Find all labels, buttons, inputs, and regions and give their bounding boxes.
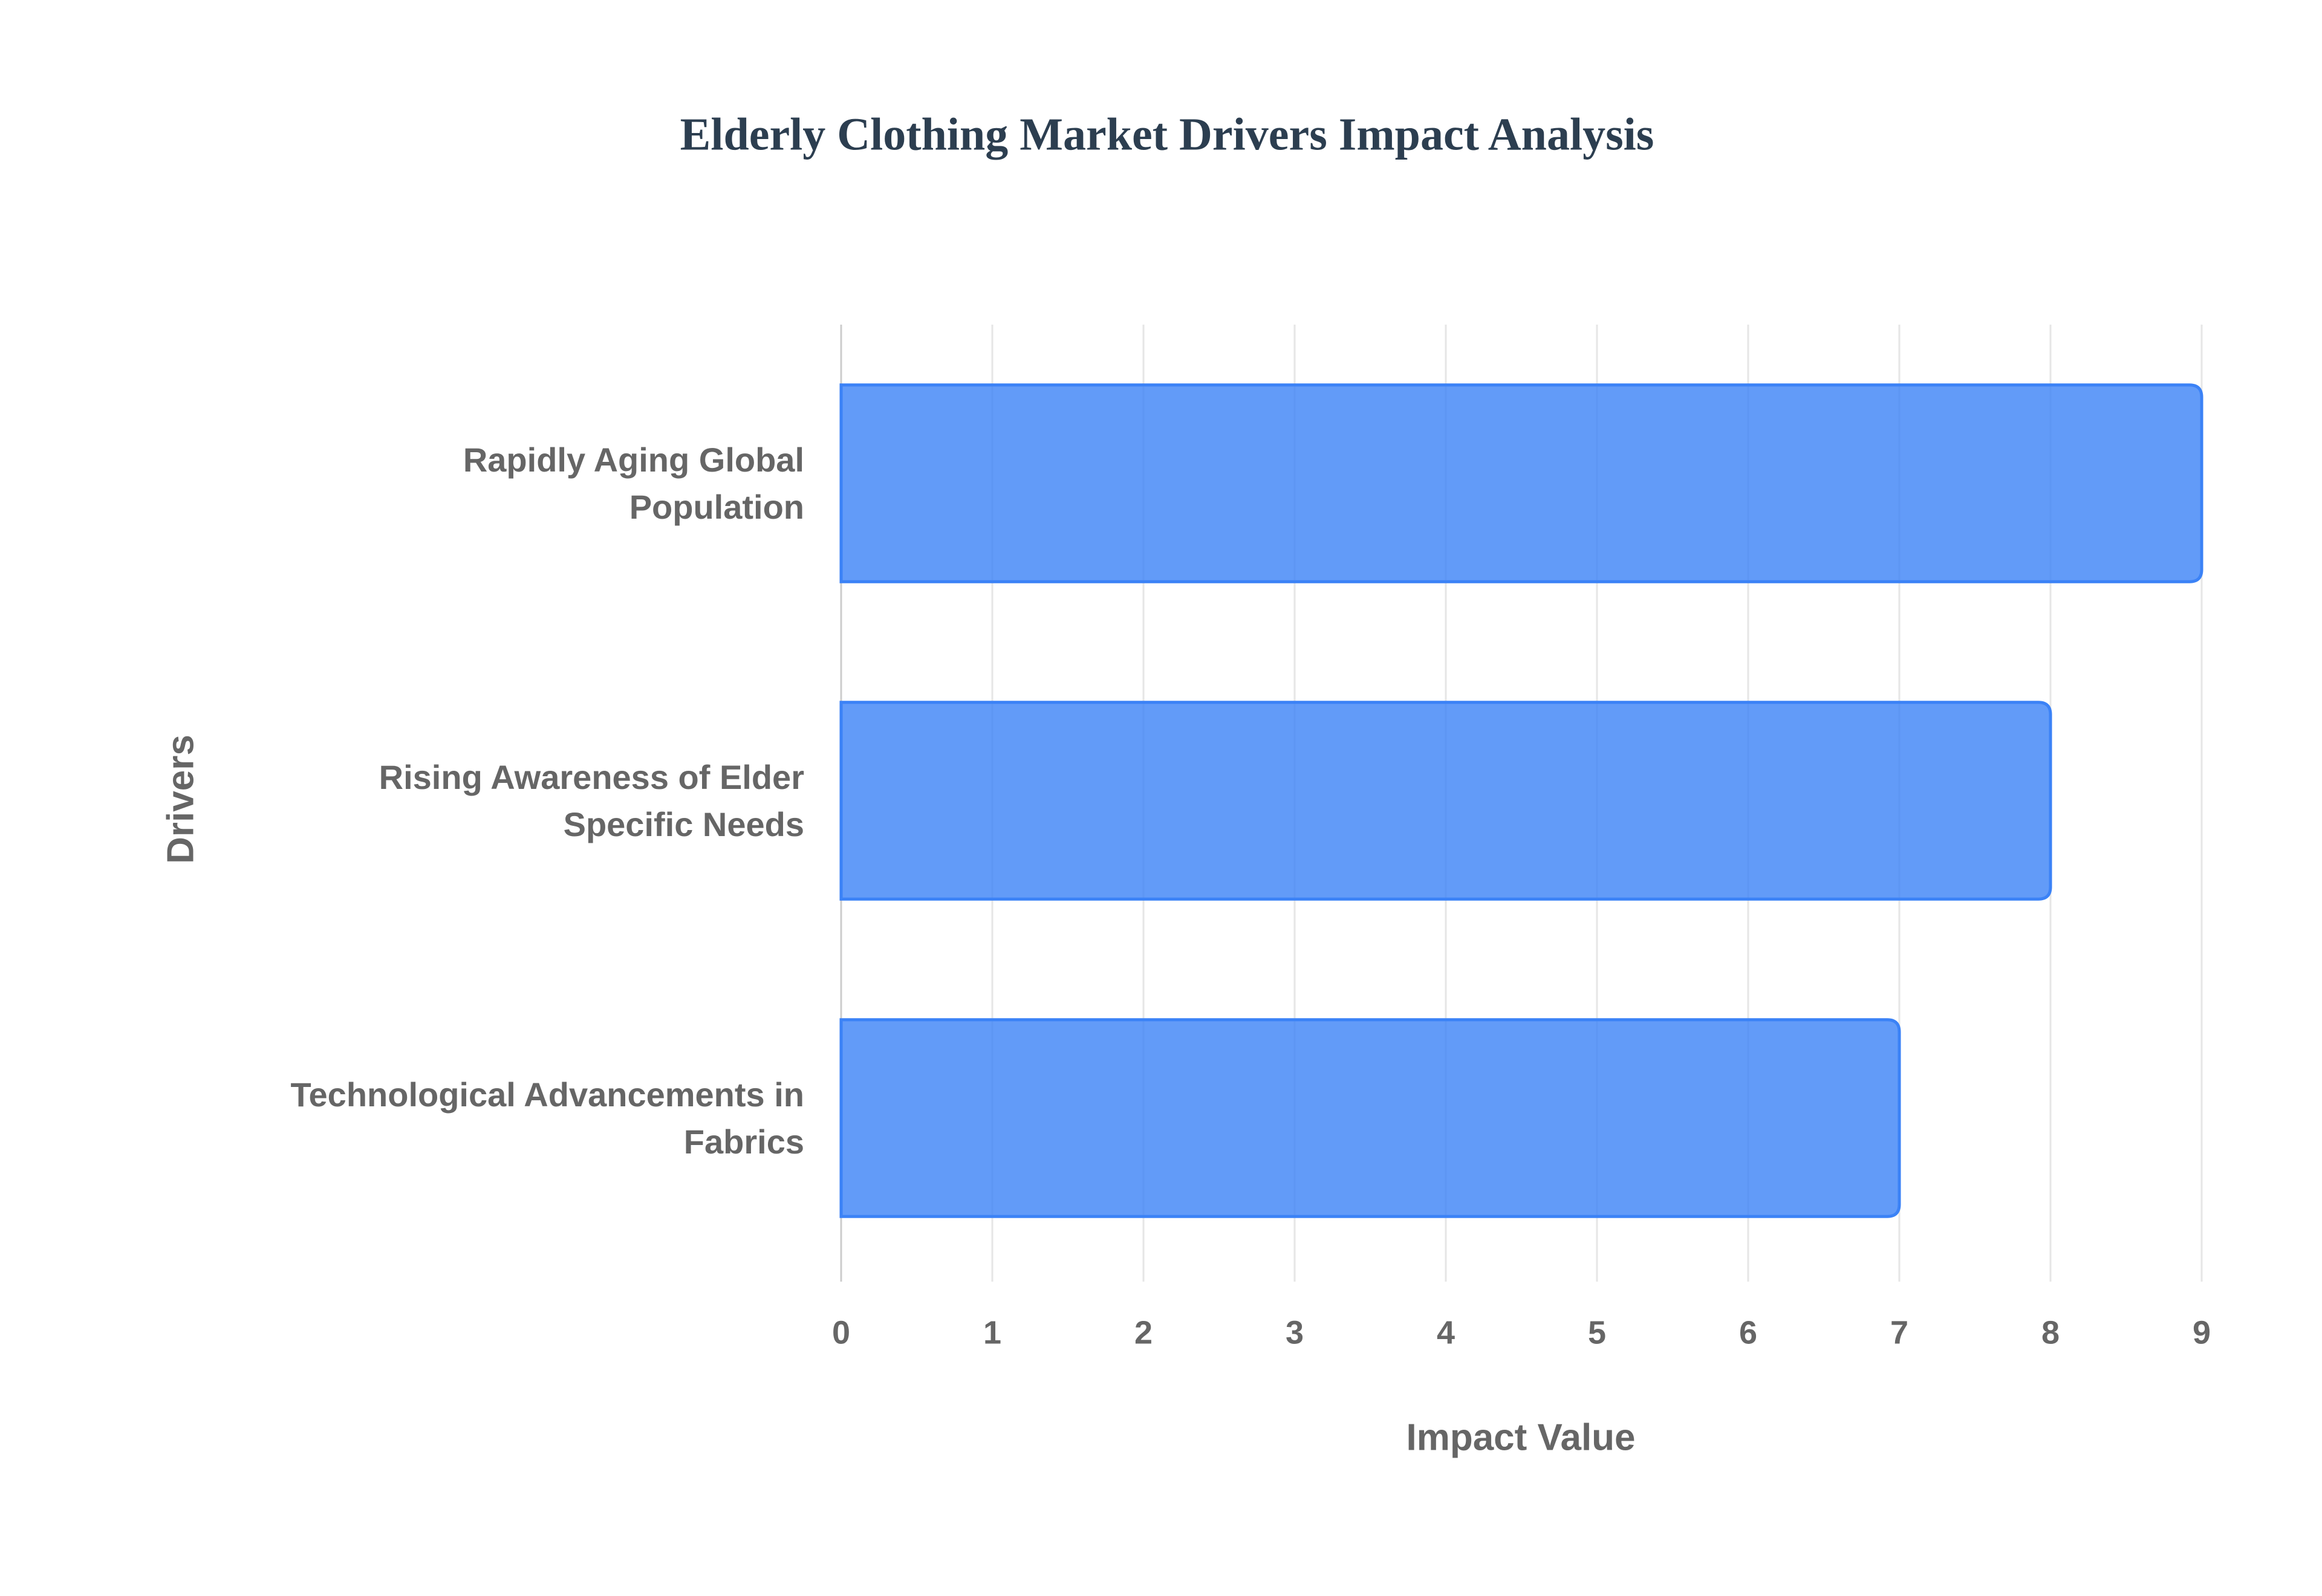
y-tick-label: Rising Awareness of Elder Specific Needs: [379, 757, 804, 843]
y-tick-label: Technological Advancements in Fabrics: [290, 1075, 804, 1161]
x-tick-label: 4: [1437, 1314, 1455, 1351]
x-tick-label: 3: [1286, 1314, 1304, 1351]
x-tick-label: 1: [983, 1314, 1001, 1351]
y-tick-label: Rapidly Aging Global Population: [463, 440, 804, 526]
chart-title: Elderly Clothing Market Drivers Impact A…: [680, 109, 1654, 160]
bar: [839, 383, 2203, 583]
x-tick-label: 2: [1134, 1314, 1153, 1351]
x-tick-label: 6: [1739, 1314, 1757, 1351]
x-axis-title: Impact Value: [1406, 1416, 1635, 1458]
x-tick-label: 0: [832, 1314, 850, 1351]
bar: [839, 1018, 1901, 1218]
bar: [839, 701, 2052, 901]
x-tick-label: 7: [1890, 1314, 1908, 1351]
x-tick-label: 9: [2193, 1314, 2211, 1351]
x-tick-label: 8: [2041, 1314, 2060, 1351]
x-tick-label: 5: [1588, 1314, 1606, 1351]
y-axis-title: Drivers: [160, 735, 201, 864]
